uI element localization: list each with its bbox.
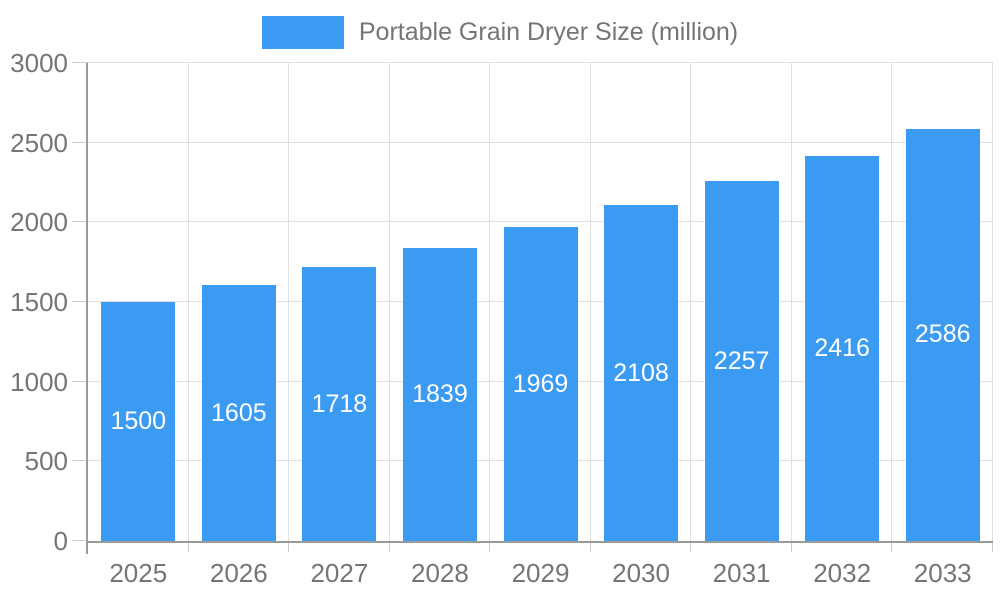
y-axis-tick [72, 380, 88, 382]
gridline-horizontal [88, 62, 993, 63]
y-axis-tick-label: 3000 [10, 48, 68, 78]
bar-2029[interactable] [503, 227, 578, 541]
gridline-vertical [388, 63, 390, 541]
bar-value-label: 2416 [814, 334, 870, 363]
legend[interactable]: Portable Grain Dryer Size (million) [0, 16, 1000, 49]
y-axis-line [86, 63, 88, 554]
bar-2028[interactable] [402, 247, 477, 541]
x-axis-tick-label: 2030 [612, 558, 670, 588]
x-axis-tick-label: 2029 [511, 558, 570, 588]
y-axis-tick [72, 460, 88, 462]
bar-value-label: 2257 [713, 346, 770, 375]
x-axis-tick-label: 2028 [411, 558, 469, 588]
bar-value-label: 1969 [512, 369, 569, 398]
x-axis-tick [790, 541, 792, 552]
x-axis-tick [187, 541, 189, 552]
gridline-vertical [790, 63, 792, 541]
x-axis-tick-label: 2027 [310, 558, 369, 588]
x-axis-tick-label: 2026 [209, 558, 268, 588]
y-axis-tick [72, 62, 88, 63]
y-axis-tick-label: 500 [24, 446, 68, 477]
x-axis-tick [388, 541, 390, 552]
y-axis-tick [72, 540, 88, 541]
x-axis-tick [288, 541, 290, 552]
x-axis-tick-label: 2031 [712, 558, 771, 588]
gridline-vertical [992, 63, 993, 541]
bar-2033[interactable] [905, 128, 980, 541]
x-axis-tick [589, 541, 591, 552]
y-axis-tick-label: 2500 [10, 127, 68, 158]
gridline-vertical [489, 63, 491, 541]
bar-value-label: 2108 [613, 358, 669, 387]
bar-2027[interactable] [302, 267, 377, 541]
bar-2025[interactable] [101, 302, 176, 541]
x-axis-tick-label: 2025 [109, 558, 168, 588]
x-axis-tick-label: 2032 [813, 558, 872, 588]
x-axis-tick [992, 541, 993, 552]
x-axis-tick [690, 541, 692, 552]
y-axis-tick [72, 141, 88, 143]
y-axis-tick-label: 2000 [10, 207, 68, 238]
y-axis-tick [72, 221, 88, 223]
legend-label: Portable Grain Dryer Size (million) [358, 18, 739, 46]
gridline-horizontal [88, 221, 993, 223]
gridline-horizontal [88, 141, 993, 143]
gridline-vertical [187, 63, 189, 541]
y-axis-tick-label: 0 [53, 526, 68, 556]
x-axis-tick [891, 541, 893, 552]
gridline-vertical [891, 63, 893, 541]
y-axis-tick-label: 1000 [10, 366, 68, 397]
bar-value-label: 1718 [311, 389, 368, 418]
x-axis-line [86, 541, 993, 543]
gridline-vertical [589, 63, 591, 541]
bar-2031[interactable] [704, 181, 779, 541]
bar-value-label: 1839 [412, 379, 468, 408]
gridline-vertical [288, 63, 290, 541]
bar-value-label: 1500 [110, 407, 167, 435]
bar-value-label: 2586 [914, 320, 971, 349]
bar-value-label: 1605 [211, 398, 267, 427]
y-axis-tick-label: 1500 [10, 287, 68, 317]
legend-swatch [261, 16, 344, 49]
bar-2032[interactable] [805, 156, 880, 541]
x-axis-tick-label: 2033 [913, 558, 972, 588]
x-axis-tick [489, 541, 491, 552]
bar-2026[interactable] [201, 285, 276, 541]
bar-2030[interactable] [604, 205, 679, 541]
gridline-vertical [690, 63, 692, 541]
y-axis-tick [72, 301, 88, 302]
